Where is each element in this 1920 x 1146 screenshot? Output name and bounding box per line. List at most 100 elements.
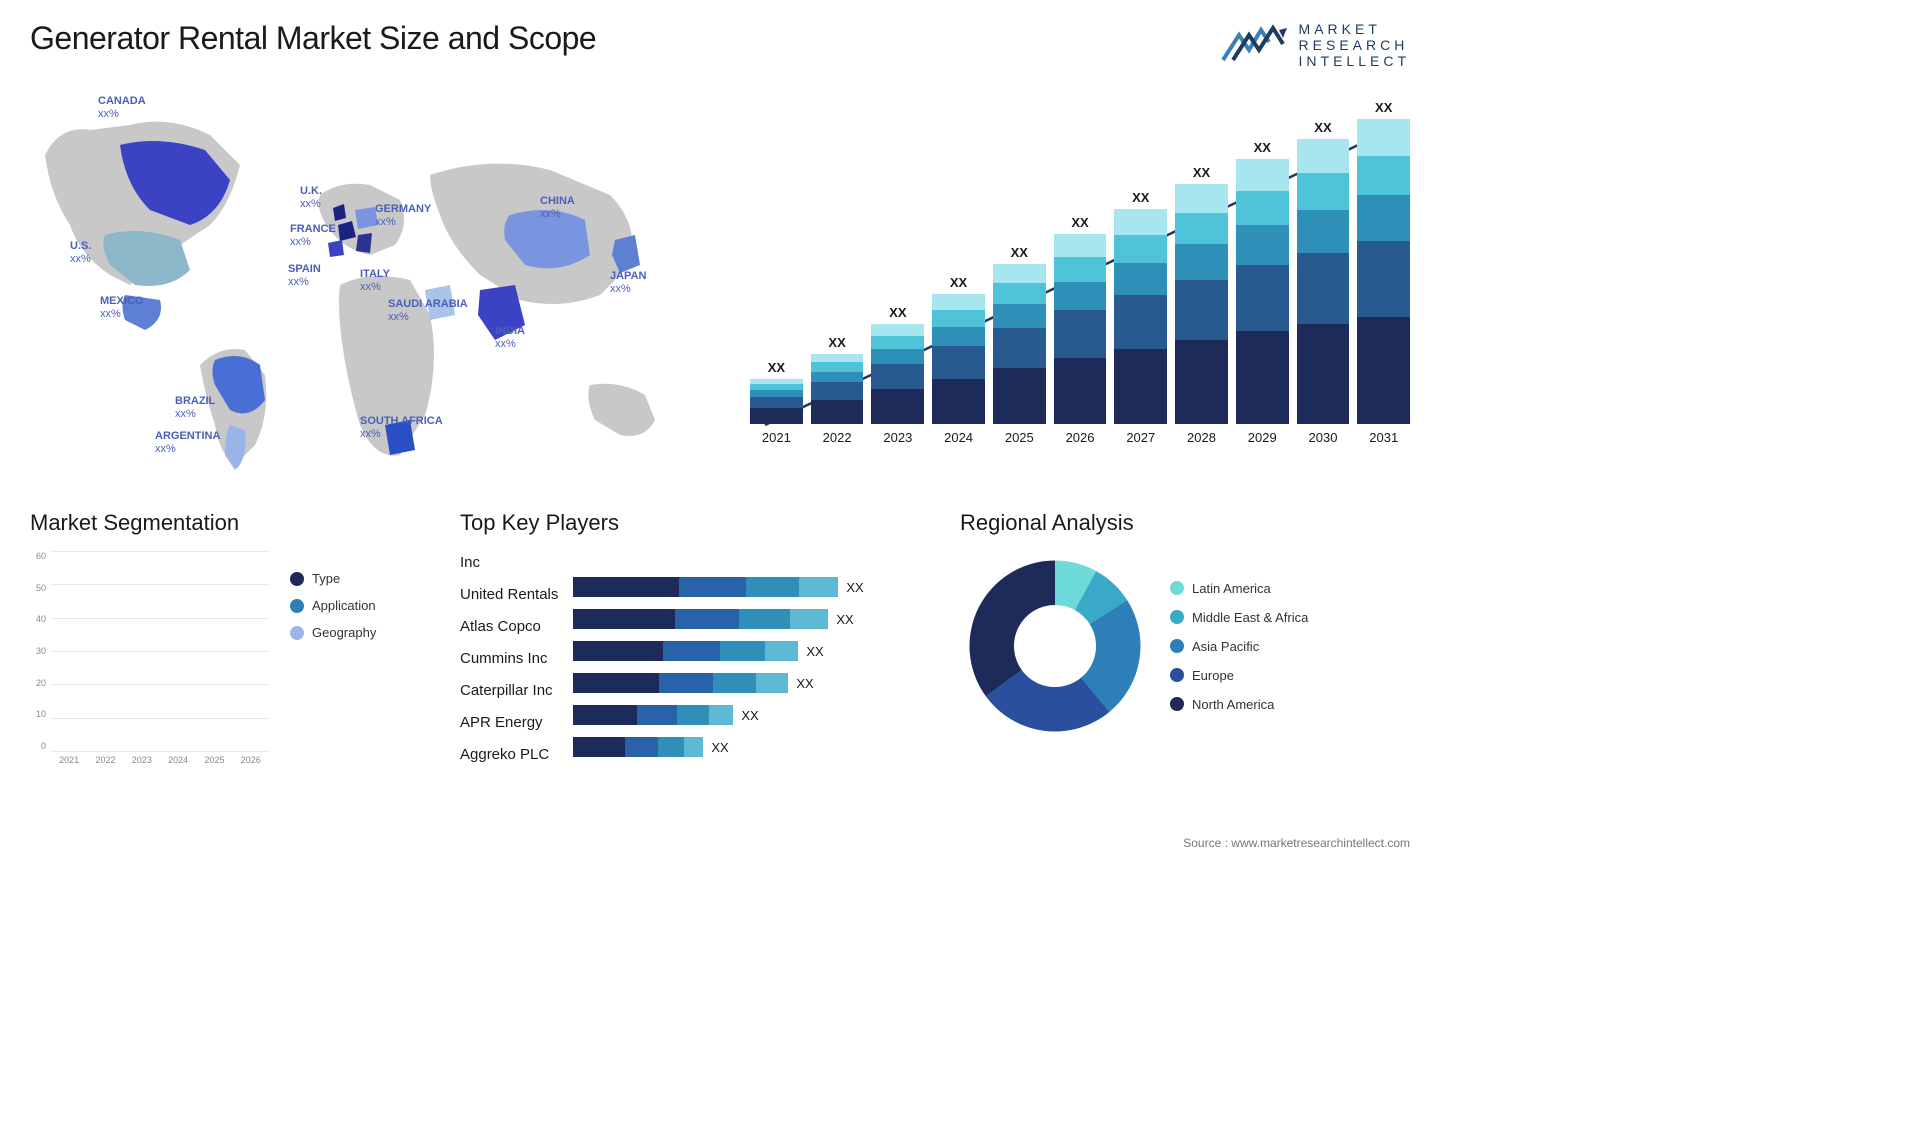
growth-bar-value: XX [828,335,845,350]
growth-bar-value: XX [1314,120,1331,135]
growth-bar-year: 2026 [1066,430,1095,445]
segmentation-title: Market Segmentation [30,510,430,536]
growth-bar-value: XX [768,360,785,375]
growth-bar-col: XX 2026 [1054,215,1107,445]
player-value: XX [846,580,863,595]
map-label: SPAINxx% [288,263,321,289]
growth-bar-col: XX 2028 [1175,165,1228,445]
growth-bar-year: 2029 [1248,430,1277,445]
map-label: JAPANxx% [610,270,646,296]
player-value: XX [806,644,823,659]
legend-item: Geography [290,625,376,640]
growth-bar-value: XX [1011,245,1028,260]
map-label: ITALYxx% [360,268,390,294]
segmentation-chart: 6050403020100 202120222023202420252026 [30,551,270,771]
map-label: U.S.xx% [70,240,91,266]
growth-bar-year: 2031 [1369,430,1398,445]
player-bar-row: XX [573,672,930,694]
map-label: INDIAxx% [495,325,525,351]
growth-bar [1054,234,1107,424]
growth-bar-year: 2022 [823,430,852,445]
legend-item: North America [1170,697,1308,712]
players-section: Top Key Players Inc United Rentals Atlas C… [460,510,930,771]
regional-donut-chart [960,551,1150,741]
legend-item: Latin America [1170,581,1308,596]
growth-bar-col: XX 2025 [993,245,1046,445]
growth-bar [1357,119,1410,424]
growth-bar-year: 2021 [762,430,791,445]
legend-item: Middle East & Africa [1170,610,1308,625]
player-name: Aggreko PLC [460,743,558,765]
legend-item: Application [290,598,376,613]
player-value: XX [711,740,728,755]
growth-bar [871,324,924,424]
player-name: Atlas Copco [460,615,558,637]
growth-bar [1114,209,1167,424]
growth-bar-year: 2023 [883,430,912,445]
donut-slice [970,561,1056,697]
growth-chart-panel: XX2021XX2022XX2023XX2024XX2025XX2026XX20… [730,85,1410,485]
growth-bar-year: 2025 [1005,430,1034,445]
growth-bar [1175,184,1228,424]
page-title: Generator Rental Market Size and Scope [30,20,596,57]
segmentation-section: Market Segmentation 6050403020100 202120… [30,510,430,771]
map-label: ARGENTINAxx% [155,430,220,456]
growth-bar [1236,159,1289,424]
growth-bar-year: 2024 [944,430,973,445]
map-label: BRAZILxx% [175,395,215,421]
source-attribution: Source : www.marketresearchintellect.com [1183,836,1410,850]
growth-bar-value: XX [1132,190,1149,205]
map-label: GERMANYxx% [375,203,431,229]
segmentation-legend: Type Application Geography [290,551,376,771]
regional-legend: Latin AmericaMiddle East & AfricaAsia Pa… [1170,581,1308,712]
growth-bar-value: XX [950,275,967,290]
growth-bar-year: 2028 [1187,430,1216,445]
growth-bar-value: XX [889,305,906,320]
legend-item: Type [290,571,376,586]
player-name: Caterpillar Inc [460,679,558,701]
growth-bar-value: XX [1071,215,1088,230]
logo-text-1: MARKET [1299,21,1410,37]
map-label: FRANCExx% [290,223,336,249]
growth-bar-year: 2030 [1309,430,1338,445]
players-title: Top Key Players [460,510,930,536]
map-label: MEXICOxx% [100,295,143,321]
growth-bar-col: XX 2022 [811,335,864,445]
player-name: Cummins Inc [460,647,558,669]
player-name: APR Energy [460,711,558,733]
growth-bar-value: XX [1375,100,1392,115]
growth-bar-col: XX 2023 [871,305,924,445]
player-name: United Rentals [460,583,558,605]
regional-title: Regional Analysis [960,510,1410,536]
player-value: XX [741,708,758,723]
growth-bar-col: XX 2024 [932,275,985,445]
world-map-panel: CANADAxx% U.S.xx% MEXICOxx% BRAZILxx% ARGENT… [30,85,710,485]
growth-bar-col: XX 2030 [1297,120,1350,445]
map-label: CANADAxx% [98,95,146,121]
growth-bar-year: 2027 [1126,430,1155,445]
growth-bar [932,294,985,424]
growth-bar-value: XX [1193,165,1210,180]
map-label: U.K.xx% [300,185,322,211]
growth-bar [811,354,864,424]
player-name: Inc [460,551,558,573]
logo-mark-icon [1221,20,1291,70]
logo-text-2: RESEARCH [1299,37,1410,53]
map-label: SOUTH AFRICAxx% [360,415,443,441]
growth-bar-col: XX2029 [1236,140,1289,445]
growth-bar [1297,139,1350,424]
player-bar-row: XX [573,608,930,630]
growth-bar [993,264,1046,424]
map-label: CHINAxx% [540,195,575,221]
player-bar-row: XX [573,576,930,598]
growth-bar-col: XX 2021 [750,360,803,445]
player-value: XX [836,612,853,627]
player-bar-row: XX [573,640,930,662]
legend-item: Europe [1170,668,1308,683]
player-bar-row: XX [573,736,930,758]
player-value: XX [796,676,813,691]
growth-bar-col: XX 2031 [1357,100,1410,445]
brand-logo: MARKET RESEARCH INTELLECT [1221,20,1410,70]
logo-text-3: INTELLECT [1299,53,1410,69]
map-label: SAUDI ARABIAxx% [388,298,468,324]
